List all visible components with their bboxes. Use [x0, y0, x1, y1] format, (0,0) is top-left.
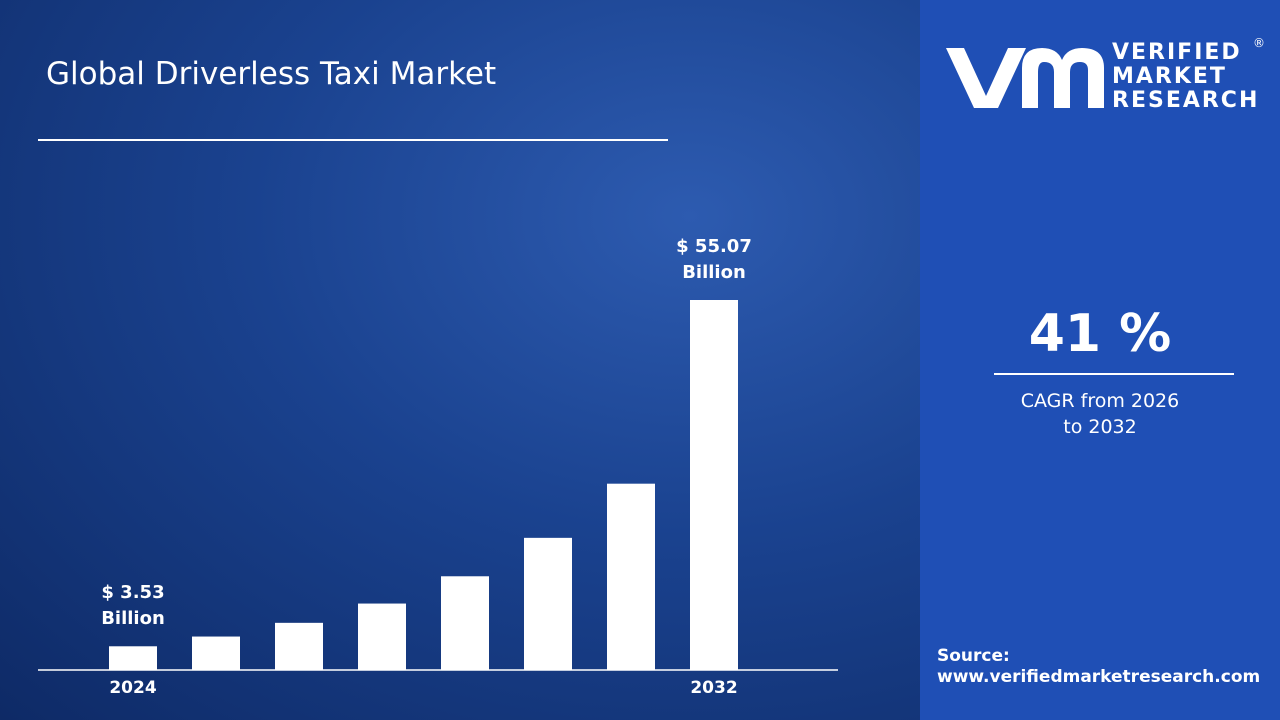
title: Global Driverless Taxi Market: [46, 56, 497, 92]
cagr-label: CAGR from 2026 to 2032: [1020, 390, 1180, 438]
cagr-rule: [994, 373, 1234, 375]
bar: [275, 622, 323, 670]
logo-mark: [946, 48, 1104, 108]
logo-text: MARKET: [1112, 64, 1227, 89]
bar: [607, 483, 655, 670]
chart: 2024 2032: [38, 139, 838, 698]
x-tick-label: 2032: [690, 678, 737, 698]
bar: [524, 537, 572, 670]
bar: [192, 636, 240, 670]
x-tick-label: 2024: [109, 678, 156, 698]
bar: [690, 300, 738, 670]
logo-registered: ®: [1253, 36, 1265, 50]
logo-text: RESEARCH: [1112, 88, 1260, 113]
cagr-value: 41 %: [1028, 304, 1172, 364]
chart-panel: Global Driverless Taxi Market 2024 2032 $…: [0, 0, 920, 720]
bar: [109, 646, 157, 670]
bar: [358, 603, 406, 670]
bar: [441, 576, 489, 670]
source-url: www.verifiedmarketresearch.com: [937, 667, 1261, 687]
value-label: $ 3.53 Billion: [101, 582, 165, 630]
source-label: Source:: [937, 646, 1010, 666]
summary-panel: VERIFIED MARKET RESEARCH ® 41 % CAGR fro…: [920, 0, 1280, 720]
value-label: $ 55.07 Billion: [676, 236, 752, 283]
logo-text: VERIFIED: [1112, 40, 1242, 65]
